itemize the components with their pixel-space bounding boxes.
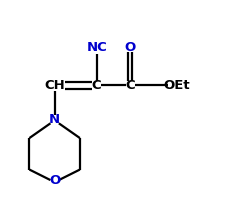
Text: NC: NC bbox=[86, 41, 107, 54]
Text: CH: CH bbox=[44, 79, 65, 92]
Text: C: C bbox=[126, 79, 135, 92]
Text: N: N bbox=[49, 113, 60, 126]
Text: O: O bbox=[49, 174, 60, 187]
Text: O: O bbox=[125, 41, 136, 54]
Text: C: C bbox=[92, 79, 101, 92]
Text: OEt: OEt bbox=[163, 79, 190, 92]
